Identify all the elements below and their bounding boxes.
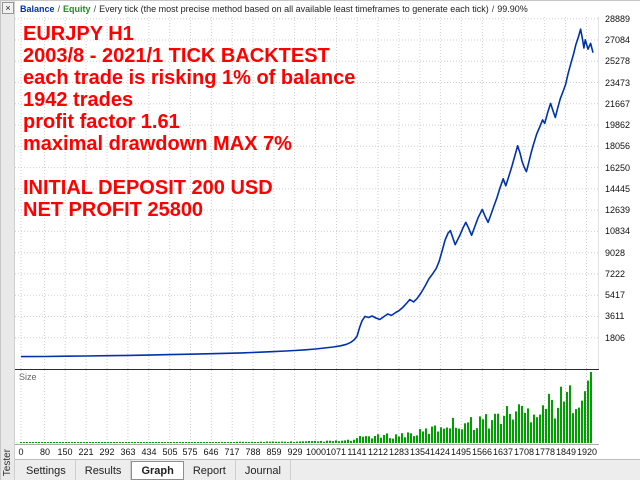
x-axis-tick-label: 929 — [287, 447, 303, 457]
legend-separator: / — [491, 4, 495, 14]
x-axis-tick-label: 1283 — [388, 447, 410, 457]
annotation-line: each trade is risking 1% of balance — [23, 67, 356, 89]
x-axis-tick-label: 575 — [182, 447, 198, 457]
tab-report[interactable]: Report — [184, 460, 236, 480]
size-bars-svg — [20, 370, 592, 444]
y-axis-tick-label: 5417 — [605, 290, 626, 300]
y-axis-tick-label: 21667 — [605, 99, 631, 109]
annotation-line: 1942 trades — [23, 89, 134, 111]
x-axis-tick-label: 150 — [57, 447, 73, 457]
x-axis-tick-label: 646 — [203, 447, 219, 457]
y-axis-tick-label: 18056 — [605, 141, 631, 151]
y-axis-tick-label: 16250 — [605, 163, 631, 173]
annotation-line: maximal drawdown MAX 7% — [23, 133, 292, 155]
tab-settings[interactable]: Settings — [17, 460, 76, 480]
size-panel-label: Size — [19, 372, 37, 382]
x-axis-tick-label: 1212 — [367, 447, 389, 457]
legend-separator: / — [93, 4, 97, 14]
x-axis-tick-label: 1849 — [555, 447, 577, 457]
tester-side-strip: Tester — [1, 1, 15, 480]
y-axis-tick-label: 19862 — [605, 120, 631, 130]
x-axis-tick-label: 1566 — [471, 447, 493, 457]
tab-graph[interactable]: Graph — [131, 461, 184, 480]
y-axis-tick-label: 23473 — [605, 78, 631, 88]
x-axis-tick-label: 1354 — [409, 447, 431, 457]
annotation-text: EURJPY H1 2003/8 - 2021/1 TICK BACKTEST … — [23, 23, 355, 221]
x-axis-tick-label: 1141 — [347, 447, 367, 457]
y-axis-tick-label: 3611 — [605, 311, 625, 321]
tab-journal[interactable]: Journal — [236, 460, 291, 480]
x-axis-tick-label: 292 — [99, 447, 115, 457]
x-axis-tick-label: 363 — [120, 447, 136, 457]
x-axis-tick-label: 1778 — [534, 447, 556, 457]
y-axis-tick-label: 7222 — [605, 269, 626, 279]
y-axis-tick-label: 28889 — [605, 14, 631, 24]
x-axis-tick-label: 859 — [266, 447, 282, 457]
x-axis-tick-label: 1495 — [450, 447, 472, 457]
x-axis-tick-label: 1071 — [325, 447, 347, 457]
y-axis-tick-label: 14445 — [605, 184, 631, 194]
legend-equity-label: Equity — [63, 4, 91, 14]
legend-row: Balance / Equity / Every tick (the most prec… — [15, 1, 640, 17]
y-axis-tick-label: 27084 — [605, 35, 631, 45]
x-axis-tick-label: 505 — [162, 447, 178, 457]
x-axis-tick-label: 1000 — [305, 447, 327, 457]
size-panel[interactable]: Size — [15, 369, 599, 445]
tab-results[interactable]: Results — [76, 460, 132, 480]
x-axis-tick-label: 1424 — [429, 447, 451, 457]
annotation-line: profit factor 1.61 — [23, 111, 180, 133]
tester-content: Balance / Equity / Every tick (the most prec… — [15, 1, 640, 480]
balance-curve-svg — [15, 17, 599, 369]
x-axis-tick-label: 1637 — [492, 447, 514, 457]
annotation-line — [23, 155, 355, 177]
legend-method-text: Every tick (the most precise method base… — [99, 4, 489, 14]
x-axis-tick-label: 717 — [224, 447, 240, 457]
y-axis-tick-label: 9028 — [605, 248, 626, 258]
y-axis-labels: 1806 3611 5417 7222 9028 10834 12639 14445 16250… — [603, 14, 640, 369]
y-axis-tick-label: 10834 — [605, 226, 631, 236]
y-axis-tick-label: 25278 — [605, 56, 631, 66]
balance-chart[interactable]: EURJPY H1 2003/8 - 2021/1 TICK BACKTEST … — [15, 17, 599, 369]
x-axis-labels: 0 80 150 221 292 363 434 505 575 646 717 788 859 929 1… — [15, 445, 640, 459]
legend-quality-percent: 99.90% — [497, 4, 528, 14]
y-axis-tick-label: 12639 — [605, 205, 631, 215]
annotation-line: INITIAL DEPOSIT 200 USD — [23, 177, 273, 199]
x-axis-tick-label: 788 — [245, 447, 261, 457]
annotation-line: NET PROFIT 25800 — [23, 199, 204, 221]
tester-tabs: Settings Results Graph Report Journal — [15, 459, 640, 480]
annotation-line: EURJPY H1 — [23, 23, 134, 45]
x-axis-tick-label: 1920 — [576, 447, 598, 457]
legend-balance-label: Balance — [20, 4, 55, 14]
x-axis-tick-label: 0 — [18, 447, 24, 457]
x-axis-tick-label: 80 — [39, 447, 50, 457]
legend-separator: / — [57, 4, 61, 14]
x-axis-tick-label: 221 — [78, 447, 94, 457]
y-axis-tick-label: 1806 — [605, 333, 626, 343]
close-button[interactable]: × — [2, 2, 14, 14]
x-axis-tick-label: 1708 — [513, 447, 535, 457]
annotation-line: 2003/8 - 2021/1 TICK BACKTEST — [23, 45, 330, 67]
x-axis-tick-label: 434 — [141, 447, 157, 457]
